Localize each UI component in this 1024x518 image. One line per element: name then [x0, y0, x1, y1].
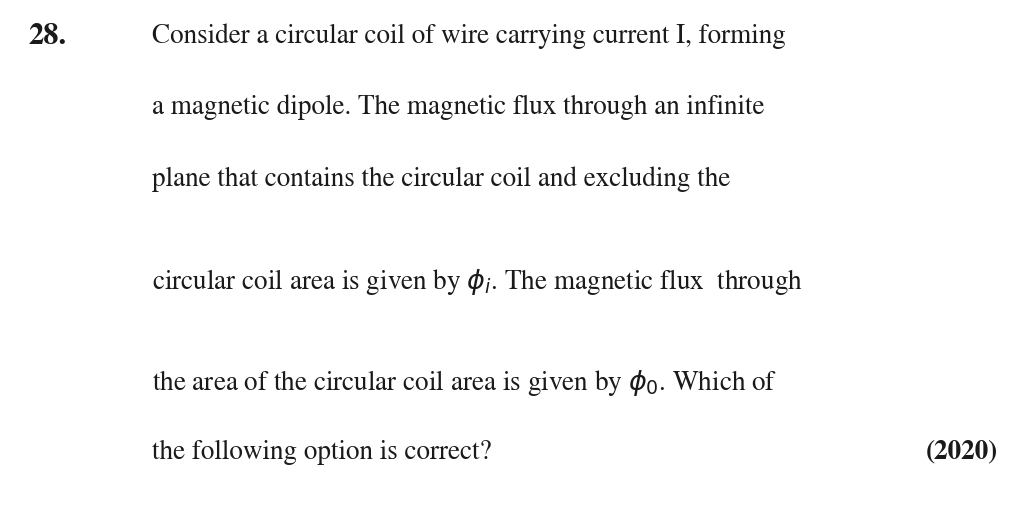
Text: a magnetic dipole. The magnetic flux through an infinite: a magnetic dipole. The magnetic flux thr… [152, 95, 764, 121]
Text: Consider a circular coil of wire carrying current I, forming: Consider a circular coil of wire carryin… [152, 23, 785, 49]
Text: the following option is correct?: the following option is correct? [152, 440, 492, 465]
Text: the area of the circular coil area is given by $\phi_0$. Which of: the area of the circular coil area is gi… [152, 368, 777, 398]
Text: (2020): (2020) [926, 440, 998, 465]
Text: 28.: 28. [29, 23, 67, 50]
Text: circular coil area is given by $\phi_i$. The magnetic flux  through: circular coil area is given by $\phi_i$.… [152, 267, 803, 297]
Text: plane that contains the circular coil and excluding the: plane that contains the circular coil an… [152, 166, 730, 192]
